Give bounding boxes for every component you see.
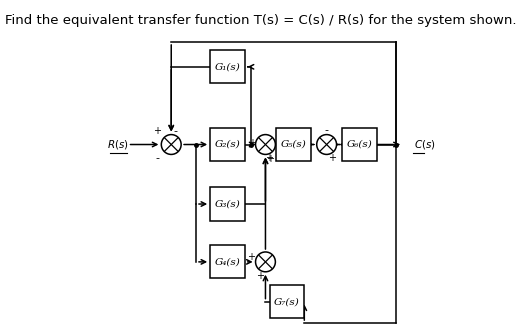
Bar [342, 128, 377, 161]
Bar [210, 50, 245, 83]
Bar [210, 188, 245, 220]
Bar [276, 128, 311, 161]
Text: G₆(s): G₆(s) [347, 140, 373, 149]
Text: G₅(s): G₅(s) [281, 140, 306, 149]
Text: +: + [247, 252, 255, 262]
Text: G₄(s): G₄(s) [215, 257, 240, 266]
Text: G₃(s): G₃(s) [215, 200, 240, 208]
Circle shape [255, 252, 276, 272]
Bar [210, 128, 245, 161]
Bar [210, 245, 245, 279]
Text: $R(s)$: $R(s)$ [107, 138, 129, 151]
Text: $C(s)$: $C(s)$ [414, 138, 436, 151]
Text: +: + [328, 153, 336, 163]
Circle shape [317, 134, 337, 154]
Circle shape [162, 134, 181, 154]
Text: -: - [173, 125, 177, 136]
Text: -: - [324, 125, 328, 135]
Circle shape [255, 134, 276, 154]
Text: +: + [256, 271, 265, 281]
Text: G₇(s): G₇(s) [274, 297, 300, 306]
Text: G₂(s): G₂(s) [215, 140, 240, 149]
Bar [269, 285, 304, 318]
Text: +: + [247, 138, 256, 148]
Text: -: - [155, 153, 159, 163]
Text: +: + [265, 153, 274, 163]
Text: G₁(s): G₁(s) [215, 62, 240, 71]
Text: +: + [266, 154, 274, 164]
Text: +: + [153, 126, 162, 136]
Text: Find the equivalent transfer function T(s) = C(s) / R(s) for the system shown.: Find the equivalent transfer function T(… [5, 14, 516, 27]
